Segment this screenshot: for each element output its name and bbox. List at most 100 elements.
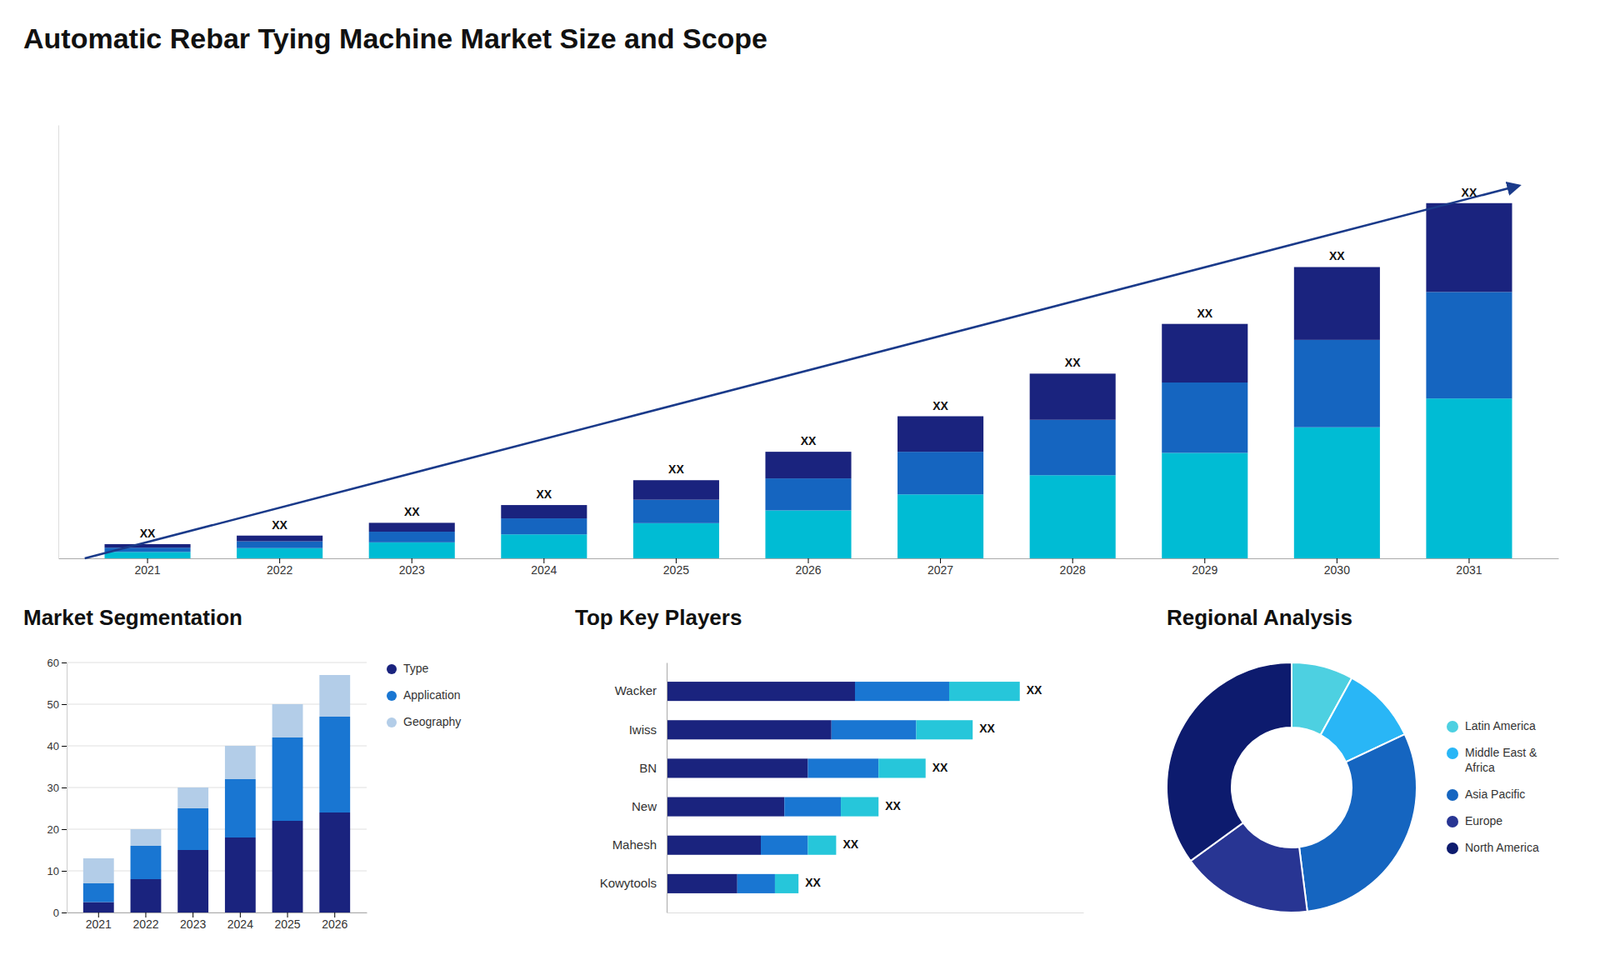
data-label: XX: [932, 399, 949, 413]
tick-label: 20: [47, 823, 60, 836]
bar-series: [775, 681, 1020, 894]
legend-label-line: North America: [1465, 840, 1540, 855]
tick: 2025: [663, 558, 690, 577]
legend-item: Latin America: [1446, 719, 1536, 733]
slice: [1166, 662, 1292, 861]
tick: 2029: [1191, 558, 1218, 577]
data-label: XX: [842, 837, 859, 851]
bar: [225, 745, 256, 780]
legend-item: North America: [1446, 840, 1540, 855]
bar: [878, 758, 925, 778]
data-label: XX: [1329, 249, 1345, 263]
data-label: XX: [1196, 306, 1213, 320]
chart-title: Regional Analysis: [1166, 605, 1353, 630]
tick-label: 2025: [663, 563, 690, 577]
bar: [272, 737, 304, 821]
tick-label: 2027: [927, 563, 954, 577]
chart-2: WackerIwissBNNewMaheshKowytoolsXXXXXXXXX…: [600, 663, 1085, 914]
legend-label: Europe: [1465, 814, 1503, 828]
data-label: XX: [668, 462, 685, 476]
bar: [949, 681, 1020, 701]
bar-series: [83, 675, 350, 884]
legend-label-line: Asia Pacific: [1465, 787, 1525, 801]
bar: [225, 779, 256, 838]
tick: 2028: [1060, 558, 1086, 577]
chart-title: Automatic Rebar Tying Machine Market Siz…: [23, 22, 768, 55]
axis-line: [66, 663, 68, 914]
tick-label: 30: [47, 781, 60, 795]
tick-label: BN: [639, 760, 657, 775]
bar: [500, 518, 587, 535]
legend-label: Type: [403, 661, 430, 675]
bar: [369, 542, 455, 559]
bars: [105, 203, 1513, 559]
bar: [105, 551, 191, 559]
tick: 2027: [927, 558, 954, 577]
bar: [83, 858, 115, 884]
bar: [666, 797, 785, 817]
bar: [807, 758, 879, 778]
legend-marker: [1446, 815, 1459, 828]
bar: [840, 797, 879, 817]
tick-label: 2029: [1191, 563, 1218, 577]
tick: 2021: [85, 912, 112, 931]
tick-label: Wacker: [615, 683, 657, 698]
tick-mark: [61, 870, 67, 872]
bar: [1425, 203, 1512, 293]
chart-1: 2021202220232024202520260102030405060Typ…: [47, 656, 462, 931]
bar: [633, 480, 720, 500]
bar: [765, 451, 851, 479]
tick: 2024: [227, 912, 254, 931]
legend-label-line: Latin America: [1465, 719, 1536, 733]
x-axis: 2021202220232024202520262027202820292030…: [59, 558, 1560, 577]
tick-label: 2026: [321, 917, 348, 931]
tick-label: 2024: [530, 563, 557, 577]
bar: [236, 541, 323, 549]
tick: 2023: [399, 558, 425, 577]
legend-label-line: Middle East &: [1465, 745, 1538, 760]
bar: [369, 522, 455, 532]
axis-line: [67, 912, 368, 914]
tick: 2023: [180, 912, 206, 931]
legend-label: Application: [403, 688, 461, 702]
bar: [1161, 324, 1248, 383]
bar: [1294, 266, 1380, 340]
tick-mark: [61, 912, 67, 914]
tick: Kowytools: [600, 875, 667, 890]
tick-label: 2022: [132, 917, 159, 931]
tick-label: 40: [47, 740, 60, 753]
data-label: XX: [805, 875, 821, 890]
bar: [1425, 291, 1512, 399]
data-label: XX: [140, 526, 156, 540]
y-axis: [58, 125, 60, 560]
chart-title: Market Segmentation: [23, 605, 243, 630]
legend-marker: [1446, 720, 1459, 733]
tick: 2025: [274, 912, 300, 931]
legend-label: Geography: [403, 715, 461, 729]
bar: [105, 544, 191, 548]
tick-label: 10: [47, 865, 60, 878]
bar: [319, 716, 350, 813]
tick: 60: [47, 656, 67, 670]
legend-label-line: Europe: [1465, 814, 1503, 828]
data-label: XX: [1026, 683, 1043, 697]
bar: [500, 505, 587, 519]
chart-3: Latin AmericaMiddle East &AfricaAsia Pac…: [1166, 662, 1540, 913]
bar-series: [83, 716, 350, 903]
bar-series: [105, 203, 1513, 548]
legend-marker: [1446, 747, 1459, 760]
bar: [130, 845, 162, 880]
bar: [319, 812, 350, 913]
bar: [236, 535, 323, 542]
bar: [177, 850, 209, 913]
bar: [272, 820, 304, 913]
tick: 2022: [266, 558, 293, 577]
tick-label: Mahesh: [612, 837, 657, 852]
axis-line: [58, 125, 60, 560]
data-label: XX: [1461, 185, 1478, 200]
bar: [1294, 427, 1380, 559]
y-axis: 0102030405060: [47, 656, 68, 920]
tick: BN: [639, 760, 667, 775]
bar: [775, 874, 799, 894]
tick: 50: [47, 698, 67, 711]
